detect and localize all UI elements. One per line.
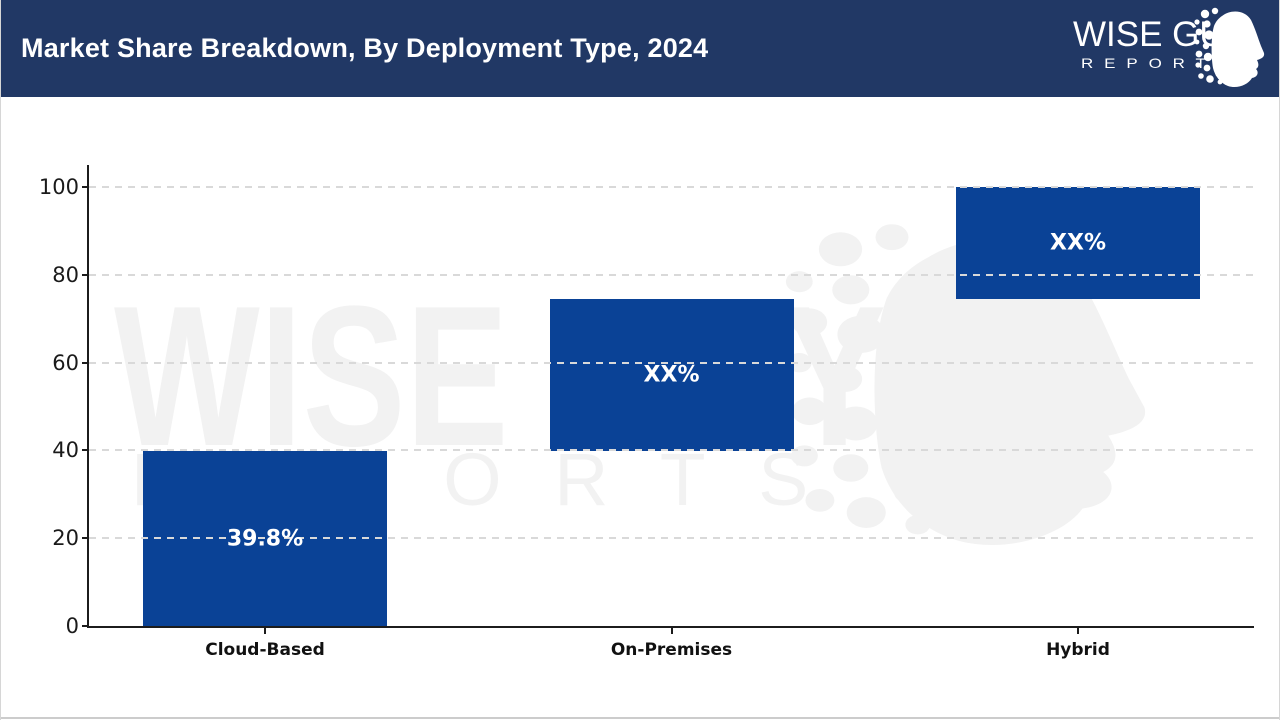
y-tick-label: 0 [65, 614, 79, 638]
y-tick-mark [82, 449, 89, 452]
bar [549, 298, 794, 452]
x-category-label: Hybrid [1046, 640, 1110, 660]
wiseguy-logo: WISE GUY REPORTS [1015, 6, 1267, 92]
y-tick-mark [82, 186, 89, 188]
x-tick-mark [670, 627, 673, 634]
y-tick-mark [82, 537, 89, 540]
x-axis-spine [87, 626, 1254, 628]
bar [956, 187, 1200, 299]
wiseguy-logo-icon: WISE GUY REPORTS [1073, 7, 1265, 87]
y-tick-label: 20 [52, 526, 79, 551]
header: Market Share Breakdown, By Deployment Ty… [1, 0, 1279, 97]
chart-area: WISE GUY REPORTS 0 20 40 60 80 100 39.8% Cloud-… [1, 97, 1279, 720]
gridline [89, 273, 1254, 276]
x-category-label: Cloud-Based [205, 640, 325, 660]
y-tick-label: 100 [38, 175, 79, 199]
bottom-border [1, 717, 1279, 719]
y-tick-mark [82, 361, 89, 364]
x-tick-mark [1077, 627, 1079, 634]
gridline [89, 361, 1254, 364]
gridline [89, 449, 1254, 452]
y-tick-mark [82, 273, 89, 276]
y-tick-label: 80 [52, 262, 79, 287]
y-tick-label: 60 [52, 350, 79, 375]
y-tick-mark [82, 625, 89, 627]
y-tick-label: 40 [52, 438, 79, 463]
bar-value-label: XX% [643, 362, 700, 388]
x-tick-mark [264, 627, 266, 634]
x-category-label: On-Premises [610, 640, 733, 660]
logo-line2: REPORTS [1081, 55, 1239, 71]
gridline [89, 537, 1254, 540]
bar-value-label: 39.8% [226, 526, 304, 552]
page-title: Market Share Breakdown, By Deployment Ty… [21, 33, 709, 63]
bar-value-label: XX% [1050, 230, 1106, 256]
gridline [89, 186, 1254, 188]
y-axis-spine [87, 165, 89, 628]
